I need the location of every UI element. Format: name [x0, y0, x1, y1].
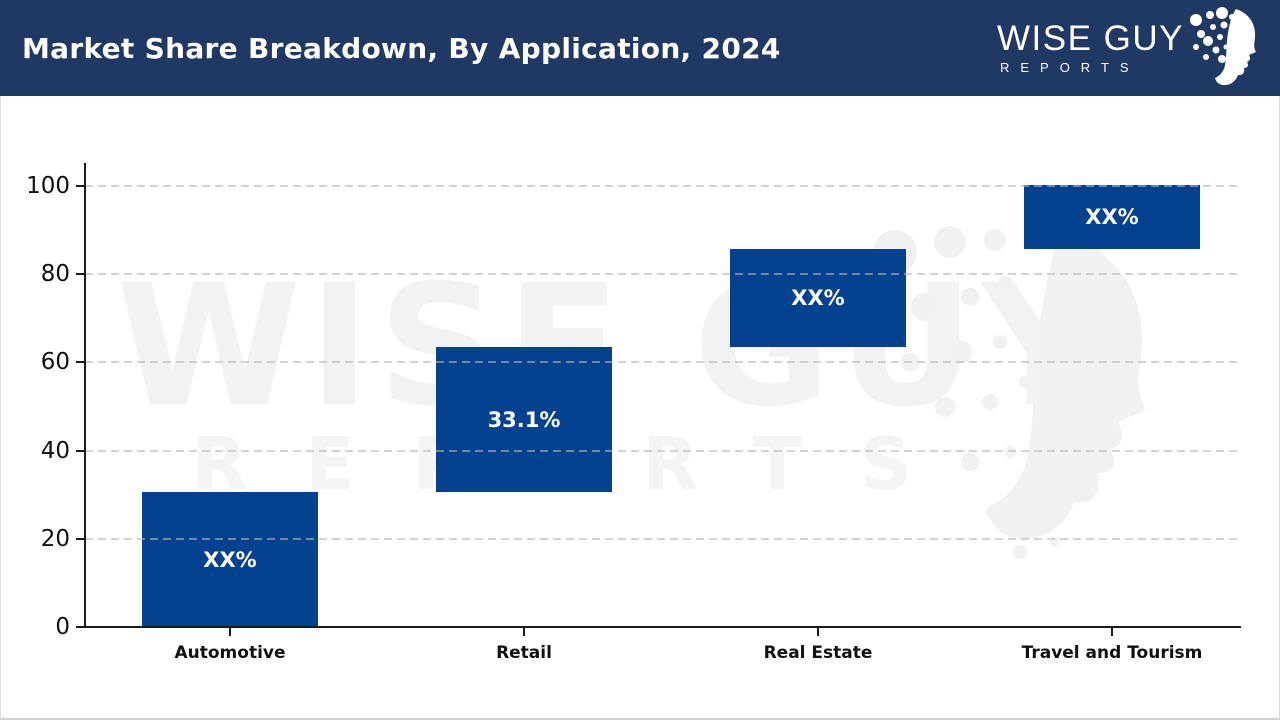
- x-tick-mark: [1111, 628, 1113, 636]
- gridline-40: [85, 449, 1241, 452]
- y-axis-tick-label: 80: [40, 261, 70, 288]
- gridline-80: [85, 273, 1241, 276]
- y-axis-line: [84, 163, 86, 628]
- x-tick-mark: [817, 628, 819, 636]
- x-axis-line: [84, 626, 1241, 628]
- bar-value-label-real-estate: XX%: [791, 285, 845, 310]
- y-tick-mark: [76, 626, 84, 628]
- x-category-label-automotive: Automotive: [174, 643, 286, 663]
- y-axis-tick-label: 100: [26, 173, 70, 199]
- y-axis-tick-label: 60: [40, 349, 70, 376]
- y-axis-tick-label: 0: [55, 614, 70, 640]
- x-tick-mark: [523, 628, 525, 636]
- wiseguy-logo: WISE GUY REPORTS: [997, 7, 1258, 89]
- y-axis-tick-label: 20: [40, 525, 70, 552]
- y-tick-mark: [76, 449, 84, 452]
- bar-value-label-travel-and-tourism: XX%: [1085, 205, 1139, 230]
- wiseguy-logo-text: WISE GUY REPORTS: [997, 21, 1184, 75]
- bar-value-label-automotive: XX%: [203, 547, 257, 572]
- y-axis-tick-label: 40: [40, 437, 70, 464]
- bar-value-label-retail: 33.1%: [487, 407, 561, 432]
- gridline-100: [85, 185, 1241, 187]
- gridline-60: [85, 361, 1241, 364]
- bar-automotive: [142, 492, 318, 627]
- y-tick-mark: [76, 537, 84, 540]
- y-tick-mark: [76, 273, 84, 276]
- logo-wordmark: WISE GUY: [996, 19, 1184, 58]
- y-tick-mark: [76, 185, 84, 187]
- x-category-label-real-estate: Real Estate: [763, 643, 873, 663]
- bar-travel-and-tourism: [1024, 185, 1200, 250]
- x-tick-mark: [229, 628, 231, 636]
- gridline-20: [85, 537, 1241, 540]
- wiseguy-face-icon: [1186, 7, 1258, 89]
- bar-retail: [436, 346, 612, 493]
- x-category-label-retail: Retail: [496, 643, 552, 663]
- page-title: Market Share Breakdown, By Application, …: [22, 31, 781, 65]
- x-category-label-travel-and-tourism: Travel and Tourism: [1021, 643, 1203, 663]
- y-tick-mark: [76, 361, 84, 364]
- logo-subtitle: REPORTS: [999, 60, 1140, 75]
- header-bar: Market Share Breakdown, By Application, …: [0, 0, 1280, 96]
- bar-real-estate: [730, 249, 906, 347]
